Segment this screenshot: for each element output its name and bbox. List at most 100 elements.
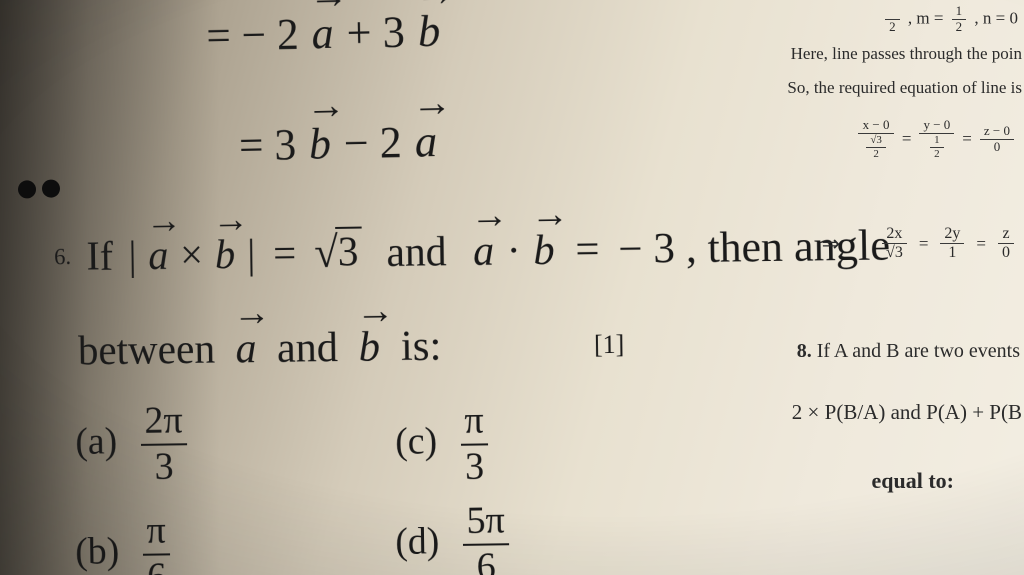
equals-sign: =	[919, 234, 929, 254]
text-and: and	[386, 229, 447, 276]
option-d: (d) 5π 6	[395, 499, 514, 575]
q8-line1: 8. If A and B are two events	[797, 340, 1020, 363]
vector-arrow-icon: →	[309, 0, 335, 6]
rhs-value: − 3	[618, 226, 675, 273]
numerator: 2y	[940, 225, 964, 243]
fraction: 1 2	[952, 4, 967, 35]
vector-b: →b	[356, 323, 382, 372]
vector-arrow-icon: →	[146, 212, 170, 231]
margin-dots	[18, 179, 61, 198]
denominator: 1 2	[919, 133, 954, 160]
coef: 2	[276, 10, 299, 59]
numerator: 5π	[462, 499, 509, 544]
vector-arrow-icon: →	[356, 302, 382, 321]
implies-arrow-icon: ⇒	[822, 231, 840, 257]
numerator: z − 0	[980, 124, 1014, 139]
equals-sign: =	[575, 227, 600, 274]
minus-sign: −	[343, 118, 369, 168]
numerator: 2π	[140, 399, 187, 444]
vector-arrow-icon: →	[470, 207, 495, 226]
text-and: and	[277, 325, 339, 372]
denominator: 3	[141, 443, 188, 489]
denominator: 2	[885, 19, 900, 35]
equation-line-2: = 3 →b − 2 →a	[239, 116, 440, 171]
vector-arrow-icon: →	[233, 304, 258, 323]
fraction: 1 2	[930, 134, 944, 160]
numerator: π	[460, 399, 488, 443]
fraction: z − 0 0	[980, 124, 1014, 155]
vector-a: →a	[471, 227, 497, 275]
fraction: π 6	[142, 509, 171, 575]
vector-b: →b	[415, 5, 442, 57]
denominator: 6	[463, 543, 510, 575]
equals-sign: =	[976, 234, 986, 254]
numerator: √3	[866, 134, 886, 147]
option-b: (b) π 6	[75, 509, 175, 575]
sqrt: √3	[314, 227, 363, 278]
rc-here-line: Here, line passes through the poin	[791, 44, 1022, 64]
q6-line-2: between →a and →b is:	[78, 322, 442, 375]
vector-b: →b	[531, 226, 557, 275]
equation-line-1: = − 2 →a + 3 →b	[206, 5, 443, 61]
denominator: 2	[930, 147, 944, 161]
coef: 2	[379, 118, 402, 168]
equals-sign: =	[962, 129, 972, 149]
rc-top-fragment: 2 , m = 1 2 , n = 0	[881, 4, 1018, 35]
margin-dot	[42, 179, 61, 198]
fraction: x − 0 √3 2	[858, 118, 894, 160]
denominator: 3	[461, 443, 489, 489]
plus-sign: +	[346, 8, 372, 58]
vector-arrow-icon: →	[412, 94, 439, 115]
text-if: If	[86, 234, 113, 279]
fraction: 2	[885, 4, 900, 35]
vector-arrow-icon: →	[212, 211, 236, 230]
option-label: (c)	[395, 421, 437, 464]
denominator: √3	[882, 243, 907, 262]
vector-a: →a	[412, 116, 439, 168]
rc-so-line: So, the required equation of line is	[787, 78, 1022, 98]
option-c: (c) π 3	[395, 399, 493, 490]
vector-b: →b	[213, 231, 238, 278]
equals-sign: =	[273, 232, 297, 278]
q8-line2: 2 × P(B/A) and P(A) + P(B	[792, 400, 1022, 425]
question-number: 6.	[54, 245, 71, 270]
option-a: (a) 2π 3	[75, 399, 192, 490]
vector-arrow-icon: →	[415, 0, 442, 4]
numerator: y − 0	[919, 118, 954, 133]
text-is: is:	[400, 323, 441, 370]
numerator	[885, 4, 900, 19]
equals-sign: =	[206, 11, 231, 60]
rc-eq1: x − 0 √3 2 = y − 0 1 2 = z − 0 0	[854, 118, 1018, 160]
equals-sign: =	[902, 129, 912, 149]
q8-text1: If A and B are two events	[817, 340, 1020, 362]
denominator: 6	[143, 553, 171, 575]
denominator: √3 2	[858, 133, 894, 160]
vector-arrow-icon: →	[306, 96, 332, 116]
fraction: π 3	[460, 399, 488, 489]
fraction: 2y 1	[940, 225, 964, 263]
marks-badge: [1]	[594, 330, 625, 360]
q8-equal-to: equal to:	[872, 468, 955, 494]
numerator: 1	[930, 134, 944, 147]
text-between: between	[78, 327, 216, 375]
rc-eq2: ⇒ 2x √3 = 2y 1 = z 0	[822, 225, 1018, 263]
numerator: π	[142, 509, 170, 553]
fraction: √3 2	[866, 134, 886, 160]
coef: 3	[382, 7, 405, 57]
fraction: 5π 6	[462, 499, 510, 575]
vector-a: →a	[146, 233, 170, 280]
numerator: 2x	[882, 225, 907, 243]
fraction: 2π 3	[140, 399, 188, 489]
question-number: 8.	[797, 340, 812, 362]
vector-arrow-icon: →	[531, 206, 557, 225]
numerator: 1	[952, 4, 967, 19]
coef: 3	[274, 120, 297, 169]
radicand: 3	[336, 227, 363, 278]
cross-icon: ×	[180, 233, 203, 278]
right-page-fragment: 2 , m = 1 2 , n = 0 Here, line passes th…	[684, 0, 1024, 575]
denominator: 2	[952, 19, 967, 35]
vector-a: →a	[233, 325, 259, 373]
option-label: (a)	[75, 421, 117, 463]
equals-sign: =	[239, 121, 264, 170]
fraction: 2x √3	[882, 225, 907, 263]
